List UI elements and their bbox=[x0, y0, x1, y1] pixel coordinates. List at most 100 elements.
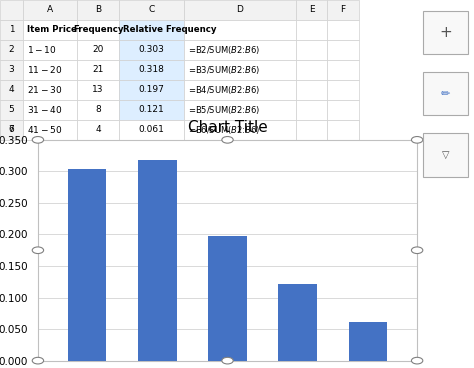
Text: ✏: ✏ bbox=[441, 89, 450, 99]
Text: =B4/SUM($B$2:$B$6): =B4/SUM($B$2:$B$6) bbox=[188, 84, 260, 96]
Text: A: A bbox=[47, 6, 53, 14]
Text: +: + bbox=[439, 25, 452, 40]
Text: 13: 13 bbox=[92, 85, 104, 95]
Title: Chart Title: Chart Title bbox=[188, 120, 267, 135]
Text: $21 - $30: $21 - $30 bbox=[27, 84, 63, 95]
FancyBboxPatch shape bbox=[23, 0, 77, 20]
Text: =B6/SUM($B$2:$B$6): =B6/SUM($B$2:$B$6) bbox=[188, 124, 260, 136]
FancyBboxPatch shape bbox=[0, 60, 23, 80]
Bar bbox=[68, 170, 106, 361]
FancyBboxPatch shape bbox=[77, 20, 119, 40]
Text: $41 - $50: $41 - $50 bbox=[27, 124, 63, 135]
FancyBboxPatch shape bbox=[183, 20, 296, 40]
FancyBboxPatch shape bbox=[183, 100, 296, 120]
FancyBboxPatch shape bbox=[296, 120, 328, 140]
FancyBboxPatch shape bbox=[296, 120, 328, 140]
Text: 0.061: 0.061 bbox=[138, 125, 164, 134]
FancyBboxPatch shape bbox=[296, 100, 328, 120]
Text: 20: 20 bbox=[92, 45, 104, 54]
Text: 0.318: 0.318 bbox=[138, 66, 164, 74]
FancyBboxPatch shape bbox=[77, 60, 119, 80]
FancyBboxPatch shape bbox=[119, 120, 183, 140]
FancyBboxPatch shape bbox=[423, 134, 468, 177]
FancyBboxPatch shape bbox=[77, 120, 119, 140]
Bar bbox=[38, 140, 417, 361]
FancyBboxPatch shape bbox=[77, 120, 119, 140]
FancyBboxPatch shape bbox=[119, 20, 183, 40]
Text: =B5/SUM($B$2:$B$6): =B5/SUM($B$2:$B$6) bbox=[188, 104, 260, 116]
FancyBboxPatch shape bbox=[0, 120, 23, 140]
FancyBboxPatch shape bbox=[23, 20, 77, 40]
Bar bbox=[208, 236, 247, 361]
FancyBboxPatch shape bbox=[296, 0, 328, 20]
Text: 4: 4 bbox=[95, 125, 101, 134]
FancyBboxPatch shape bbox=[0, 20, 23, 40]
Text: Relative Frequency: Relative Frequency bbox=[123, 25, 217, 35]
FancyBboxPatch shape bbox=[328, 60, 359, 80]
FancyBboxPatch shape bbox=[296, 20, 328, 40]
FancyBboxPatch shape bbox=[183, 80, 296, 100]
Text: 4: 4 bbox=[9, 85, 14, 95]
Circle shape bbox=[222, 137, 233, 143]
FancyBboxPatch shape bbox=[119, 120, 183, 140]
FancyBboxPatch shape bbox=[183, 120, 296, 140]
Text: $1 - $10: $1 - $10 bbox=[27, 45, 57, 56]
FancyBboxPatch shape bbox=[183, 120, 296, 140]
FancyBboxPatch shape bbox=[328, 20, 359, 40]
Text: 0.197: 0.197 bbox=[138, 85, 164, 95]
FancyBboxPatch shape bbox=[0, 0, 23, 20]
Text: 21: 21 bbox=[92, 66, 104, 74]
Text: 8: 8 bbox=[95, 105, 101, 114]
Circle shape bbox=[222, 357, 233, 364]
Bar bbox=[349, 322, 387, 361]
Text: =B3/SUM($B$2:$B$6): =B3/SUM($B$2:$B$6) bbox=[188, 64, 260, 76]
Text: 7: 7 bbox=[9, 125, 14, 134]
FancyBboxPatch shape bbox=[0, 120, 23, 140]
Bar bbox=[138, 160, 177, 361]
FancyBboxPatch shape bbox=[23, 80, 77, 100]
FancyBboxPatch shape bbox=[423, 11, 468, 54]
FancyBboxPatch shape bbox=[77, 40, 119, 60]
Text: ▽: ▽ bbox=[442, 150, 449, 160]
FancyBboxPatch shape bbox=[423, 72, 468, 116]
FancyBboxPatch shape bbox=[328, 40, 359, 60]
FancyBboxPatch shape bbox=[296, 60, 328, 80]
FancyBboxPatch shape bbox=[119, 80, 183, 100]
Circle shape bbox=[32, 247, 44, 254]
Text: 1: 1 bbox=[9, 25, 14, 35]
FancyBboxPatch shape bbox=[119, 100, 183, 120]
Circle shape bbox=[411, 357, 423, 364]
FancyBboxPatch shape bbox=[296, 80, 328, 100]
FancyBboxPatch shape bbox=[77, 80, 119, 100]
Circle shape bbox=[411, 247, 423, 254]
FancyBboxPatch shape bbox=[0, 40, 23, 60]
Text: 6: 6 bbox=[9, 125, 14, 134]
Circle shape bbox=[411, 137, 423, 143]
FancyBboxPatch shape bbox=[77, 100, 119, 120]
FancyBboxPatch shape bbox=[23, 120, 77, 140]
Text: C: C bbox=[148, 6, 155, 14]
Bar bbox=[278, 284, 317, 361]
FancyBboxPatch shape bbox=[23, 120, 77, 140]
Text: Item Price: Item Price bbox=[27, 25, 77, 35]
FancyBboxPatch shape bbox=[119, 0, 183, 20]
FancyBboxPatch shape bbox=[183, 0, 296, 20]
Text: D: D bbox=[237, 6, 243, 14]
FancyBboxPatch shape bbox=[183, 40, 296, 60]
Text: F: F bbox=[340, 6, 346, 14]
Circle shape bbox=[32, 357, 44, 364]
FancyBboxPatch shape bbox=[119, 40, 183, 60]
FancyBboxPatch shape bbox=[328, 80, 359, 100]
Text: Frequency: Frequency bbox=[73, 25, 123, 35]
FancyBboxPatch shape bbox=[23, 60, 77, 80]
Text: B: B bbox=[95, 6, 101, 14]
Text: $31 - $40: $31 - $40 bbox=[27, 105, 63, 116]
FancyBboxPatch shape bbox=[23, 100, 77, 120]
Text: 0.303: 0.303 bbox=[138, 45, 164, 54]
Text: E: E bbox=[309, 6, 315, 14]
FancyBboxPatch shape bbox=[0, 80, 23, 100]
Text: 3: 3 bbox=[9, 66, 14, 74]
FancyBboxPatch shape bbox=[0, 100, 23, 120]
FancyBboxPatch shape bbox=[328, 0, 359, 20]
FancyBboxPatch shape bbox=[296, 40, 328, 60]
